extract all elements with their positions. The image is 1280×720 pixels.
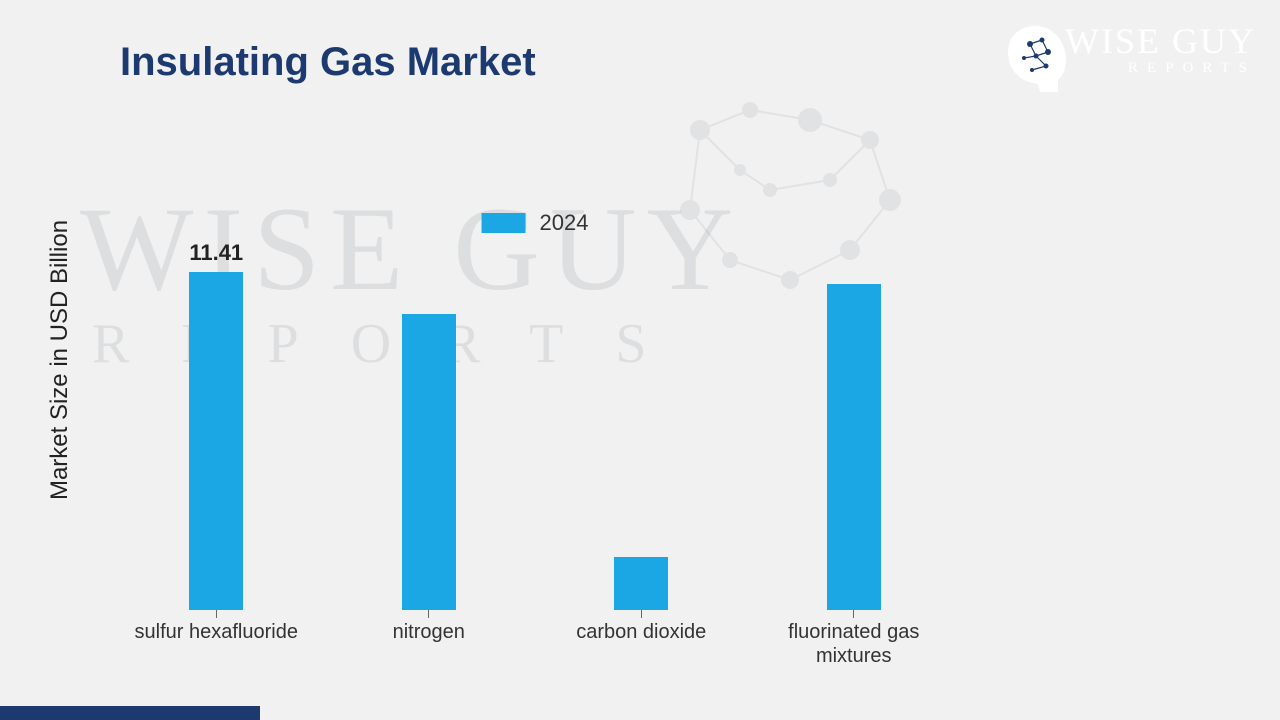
bar [189,272,243,610]
bar [402,314,456,610]
x-axis-label: carbon dioxide [535,620,748,668]
bar-slot: 11.41 [110,240,323,610]
x-axis-label: nitrogen [323,620,536,668]
x-axis-label: sulfur hexafluoride [110,620,323,668]
legend-swatch [482,213,526,233]
axis-tick [428,610,429,618]
x-axis-labels: sulfur hexafluoridenitrogencarbon dioxid… [110,620,960,668]
chart-stage: WISE GUY REPORTS WISE GUY REPORTS Insula… [0,0,1280,720]
bar-area: 11.41 [110,240,960,610]
chart-title: Insulating Gas Market [120,40,536,85]
bar-value-label: 11.41 [189,240,243,266]
plot-area: 2024 11.41 [110,140,960,610]
logo-line1: WISE GUY [1065,20,1256,62]
bar-slot [535,240,748,610]
axis-tick [853,610,854,618]
y-axis-label: Market Size in USD Billion [46,220,74,500]
footer-accent-bar [0,706,260,720]
brand-logo: WISE GUY REPORTS [1065,20,1256,77]
logo-head-icon [1000,22,1070,96]
right-panel [960,0,1280,720]
legend: 2024 [482,210,589,236]
legend-label: 2024 [540,210,589,236]
bar [614,557,668,610]
axis-tick [216,610,217,618]
axis-tick [641,610,642,618]
logo-line2: REPORTS [1065,60,1256,77]
bar [827,284,881,610]
bar-slot [323,240,536,610]
x-axis-label: fluorinated gas mixtures [748,620,961,668]
bar-slot [748,240,961,610]
